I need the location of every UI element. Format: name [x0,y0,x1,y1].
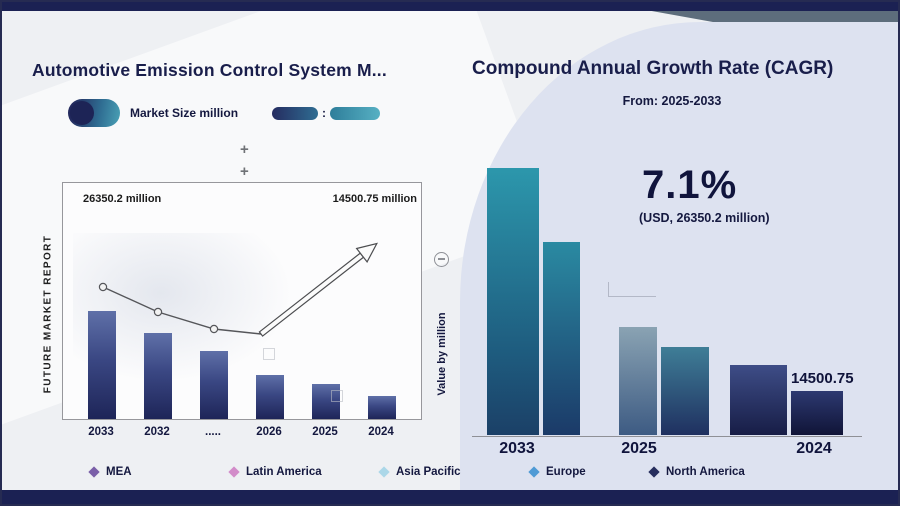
market-size-label: Market Size million [130,106,239,120]
cagr-bar [619,327,657,435]
legend-pill-teal [330,106,381,120]
square-decoration-icon [331,390,343,402]
legend-item-asia-pacific: Asia Pacific [378,466,461,478]
market-size-bar [200,351,228,419]
cagr-bar [543,242,580,435]
circle-minus-icon [434,252,449,267]
x-axis-label: 2025 [312,426,338,438]
market-size-bar [368,396,396,419]
market-size-bar [88,311,116,419]
cagr-axis-line [472,435,862,437]
end-value-annotation: 14500.75 million [332,193,417,205]
cagr-reference: (USD, 26350.2 million) [639,211,770,225]
left-x-axis: 2033 2032..... 2026 2025 2024 [62,426,422,444]
right-chart-title: Compound Annual Growth Rate (CAGR) [472,58,834,79]
market-size-icon [68,99,120,127]
x-axis-label: 2026 [256,426,282,438]
square-decoration-icon [263,348,275,360]
left-chart-title: Automotive Emission Control System M... [32,60,387,80]
x-axis-label: 2025 [621,440,657,457]
cagr-end-value: 14500.75 [791,370,854,387]
cagr-value: 7.1% [642,163,738,207]
legend-item-mea: MEA [88,466,132,478]
cagr-bar [487,168,539,435]
trend-arrow [98,242,378,337]
market-size-bar [256,375,284,419]
top-accent-bar [2,2,898,11]
x-axis-label: 2024 [368,426,394,438]
legend-diamond-icon [528,466,540,478]
x-axis-label: ..... [205,426,221,438]
legend-item-europe: Europe [528,466,586,478]
x-axis-label: 2024 [796,440,832,457]
market-size-legend: Market Size million : [68,98,381,128]
plus-icon: + [240,163,249,180]
x-axis-label: 2033 [499,440,535,457]
cagr-bar [730,365,787,435]
x-axis-label: 2032 [144,426,170,438]
legend-label: Asia Pacific [396,466,461,478]
cagr-period-label: From: 2025-2033 [622,94,722,108]
cagr-bar [661,347,709,435]
cagr-bar [791,391,843,435]
legend-item-latin-america: Latin America [228,466,322,478]
start-value-annotation: 26350.2 million [83,193,162,205]
x-axis-label: 2033 [88,426,114,438]
bottom-accent-bar [2,490,898,504]
legend-diamond-icon [88,466,100,478]
legend-label: Latin America [246,466,322,478]
cagr-bars-track [472,167,864,435]
market-size-bar [144,333,172,419]
plus-icon: + [240,141,249,158]
legend-diamond-icon [378,466,390,478]
region-legend: MEA Latin America Asia Pacific Europe North … [2,466,898,486]
right-x-axis: 2033 2025 2024 [472,440,864,462]
legend-pill-separator: : [322,106,327,120]
market-size-chart: 26350.2 million 14500.75 million [62,182,422,420]
legend-pill-navy [272,106,319,120]
legend-item-north-america: North America [648,466,745,478]
left-bars-track [63,183,421,419]
cagr-chart [472,167,864,437]
legend-diamond-icon [648,466,660,478]
legend-label: MEA [106,466,132,478]
legend-label: Europe [546,466,586,478]
step-decoration [608,282,656,297]
future-market-report-label: FUTURE MARKET REPORT [42,234,54,394]
value-axis-label: Value by million [436,312,448,396]
legend-label: North America [666,466,745,478]
legend-diamond-icon [228,466,240,478]
